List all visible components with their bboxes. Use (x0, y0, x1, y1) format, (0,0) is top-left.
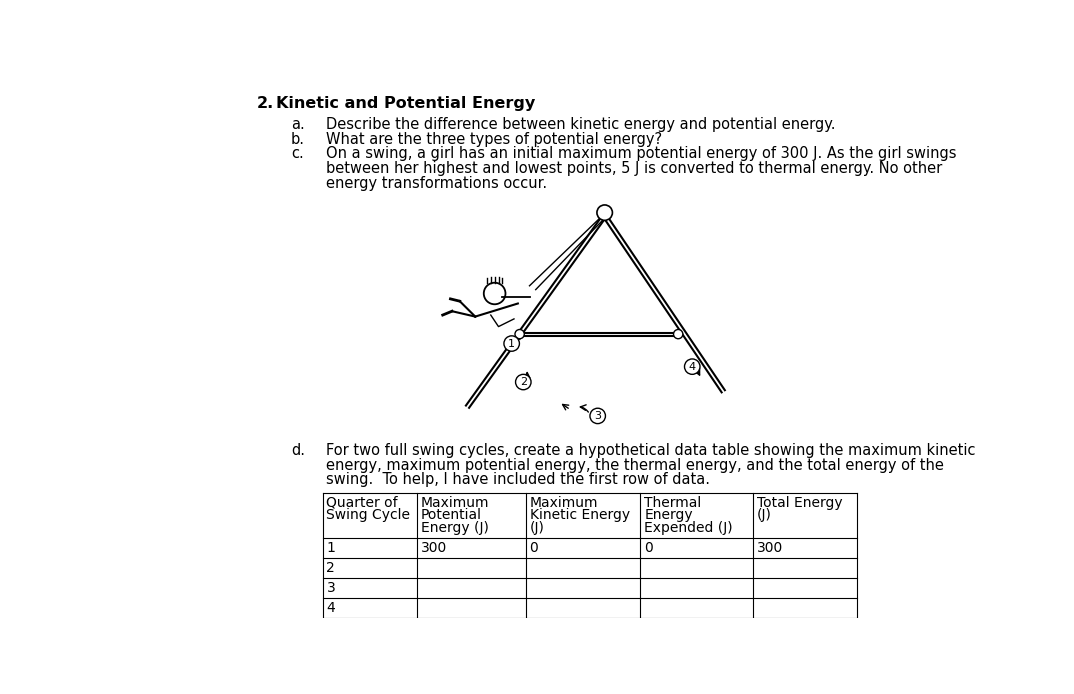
Text: Thermal: Thermal (644, 496, 701, 510)
Text: 2.: 2. (257, 96, 274, 110)
Text: a.: a. (291, 117, 305, 132)
Text: For two full swing cycles, create a hypothetical data table showing the maximum : For two full swing cycles, create a hypo… (326, 443, 976, 458)
Text: 2: 2 (520, 377, 527, 387)
Circle shape (514, 330, 524, 339)
Text: 0: 0 (529, 541, 538, 555)
Text: energy transformations occur.: energy transformations occur. (326, 176, 548, 191)
Text: 1: 1 (508, 339, 516, 348)
Circle shape (673, 330, 683, 339)
Text: Describe the difference between kinetic energy and potential energy.: Describe the difference between kinetic … (326, 117, 836, 132)
Text: d.: d. (291, 443, 305, 458)
Text: Energy: Energy (644, 508, 693, 523)
Circle shape (516, 374, 531, 390)
Text: 3: 3 (594, 411, 601, 421)
Text: 2: 2 (326, 561, 335, 575)
Text: Quarter of: Quarter of (326, 496, 398, 510)
Text: Maximum: Maximum (529, 496, 598, 510)
Text: Total Energy: Total Energy (756, 496, 842, 510)
Circle shape (684, 359, 700, 374)
Text: What are the three types of potential energy?: What are the three types of potential en… (326, 132, 663, 147)
Circle shape (590, 408, 606, 423)
Circle shape (504, 336, 520, 351)
Text: Maximum: Maximum (421, 496, 490, 510)
Text: energy, maximum potential energy, the thermal energy, and the total energy of th: energy, maximum potential energy, the th… (326, 457, 944, 473)
Text: 4: 4 (688, 362, 696, 372)
Text: Potential: Potential (421, 508, 482, 523)
Text: Swing Cycle: Swing Cycle (326, 508, 410, 523)
Text: between her highest and lowest points, 5 J is converted to thermal energy. No ot: between her highest and lowest points, 5… (326, 161, 943, 176)
Text: 1: 1 (326, 541, 335, 555)
Text: (J): (J) (756, 508, 771, 523)
Text: (J): (J) (529, 520, 545, 534)
Text: Energy (J): Energy (J) (421, 520, 489, 534)
Text: Kinetic and Potential Energy: Kinetic and Potential Energy (276, 96, 535, 110)
Text: Kinetic Energy: Kinetic Energy (529, 508, 629, 523)
Text: 300: 300 (756, 541, 783, 555)
Text: Expended (J): Expended (J) (644, 520, 732, 534)
Text: c.: c. (291, 146, 304, 162)
Text: On a swing, a girl has an initial maximum potential energy of 300 J. As the girl: On a swing, a girl has an initial maximu… (326, 146, 957, 162)
Text: 3: 3 (326, 581, 335, 595)
Text: 0: 0 (644, 541, 653, 555)
Circle shape (597, 205, 612, 220)
Text: 4: 4 (326, 600, 335, 615)
Text: swing.  To help, I have included the first row of data.: swing. To help, I have included the firs… (326, 472, 710, 487)
Text: b.: b. (291, 132, 305, 147)
Text: 300: 300 (421, 541, 447, 555)
